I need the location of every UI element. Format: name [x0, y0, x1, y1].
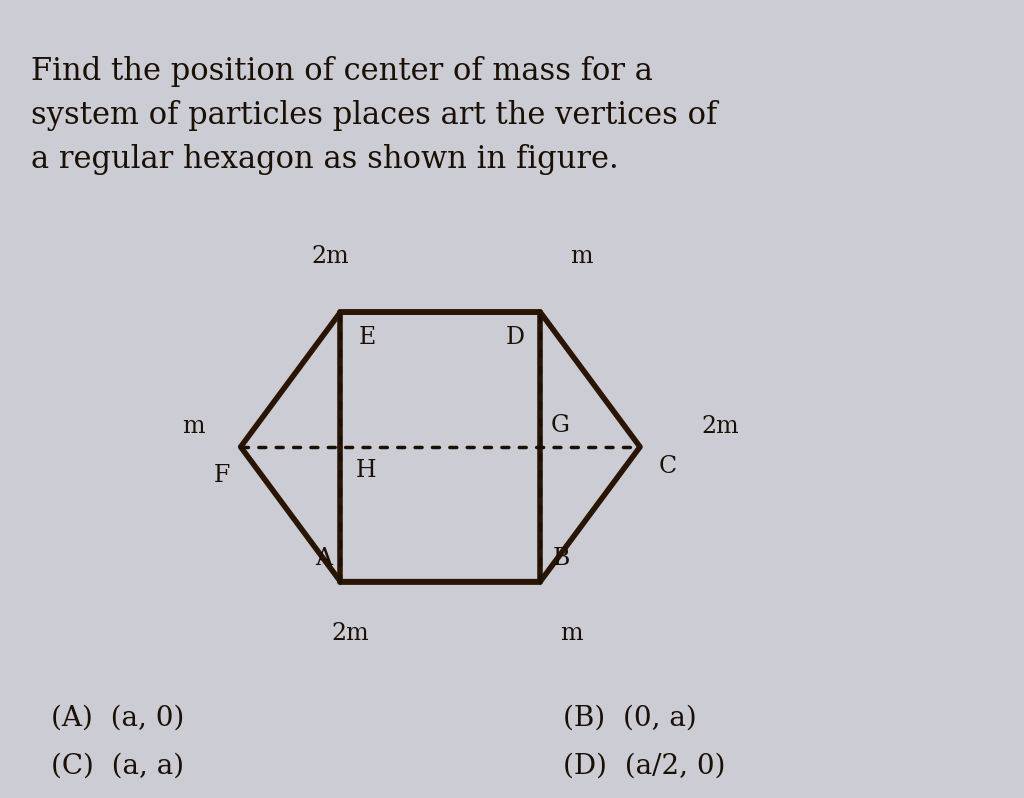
Text: H: H	[355, 459, 377, 482]
Text: m: m	[570, 245, 592, 268]
Text: 2m: 2m	[311, 245, 349, 268]
Text: m: m	[560, 622, 582, 645]
Text: D: D	[506, 326, 525, 350]
Text: Find the position of center of mass for a
system of particles places art the ver: Find the position of center of mass for …	[31, 56, 717, 176]
Text: (B)  (0, a): (B) (0, a)	[563, 705, 697, 732]
Text: E: E	[359, 326, 376, 350]
Text: 2m: 2m	[701, 416, 739, 438]
Text: G: G	[551, 414, 569, 437]
Text: m: m	[182, 416, 205, 438]
Text: A: A	[315, 547, 332, 570]
Text: B: B	[553, 547, 569, 570]
Text: C: C	[658, 455, 677, 478]
Text: (A)  (a, 0): (A) (a, 0)	[51, 705, 184, 732]
Text: 2m: 2m	[332, 622, 370, 645]
Text: (C)  (a, a): (C) (a, a)	[51, 753, 184, 780]
Text: F: F	[214, 464, 230, 488]
Text: (D)  (a/2, 0): (D) (a/2, 0)	[563, 753, 726, 780]
